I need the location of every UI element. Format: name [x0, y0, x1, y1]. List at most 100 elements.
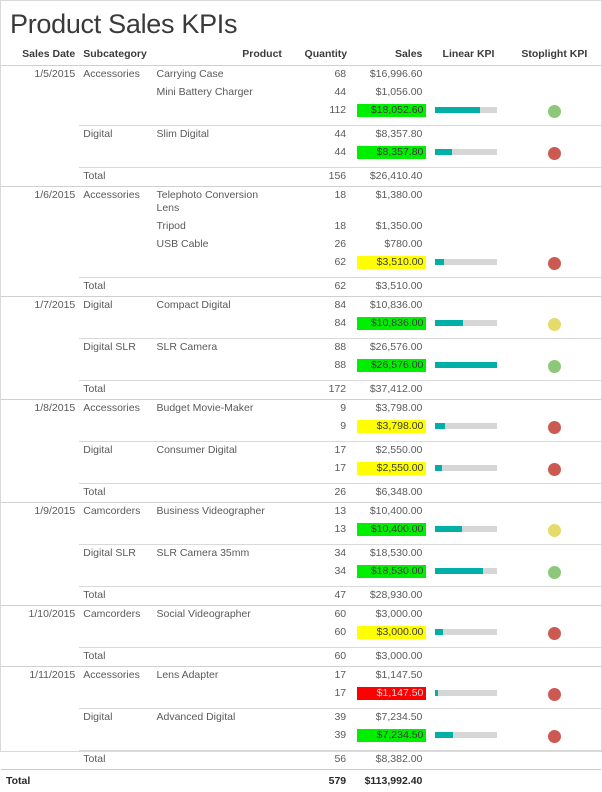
column-header-sales[interactable]: Sales [353, 45, 429, 66]
cell-product: Carrying Case [151, 66, 286, 85]
cell-stoplight-kpi [508, 84, 601, 102]
table-row[interactable]: 44 $8,357.80 [1, 144, 601, 168]
cell-product [151, 102, 286, 126]
cell-stoplight-kpi [508, 503, 601, 522]
cell-subcategory [79, 144, 151, 168]
table-row[interactable]: 9$3,798.00 [1, 418, 601, 442]
linear-kpi-bar-fill [435, 362, 497, 368]
sales-kpi-highlight: $3,510.00 [357, 256, 426, 269]
cell-quantity: 62 [287, 254, 353, 278]
cell-linear-kpi [429, 144, 507, 168]
cell-sales: $3,510.00 [353, 254, 429, 278]
cell-subcategory: Digital SLR [79, 545, 151, 564]
cell-subcategory: Accessories [79, 667, 151, 686]
cell-stoplight-kpi [508, 521, 601, 545]
grand-total-spacer-1 [151, 770, 286, 792]
cell-product: Slim Digital [151, 126, 286, 145]
cell-sales-date [1, 357, 79, 381]
cell-linear-kpi [429, 442, 507, 461]
cell-sales: $2,550.00 [353, 442, 429, 461]
cell-product: Consumer Digital [151, 442, 286, 461]
table-row[interactable]: 13$10,400.00 [1, 521, 601, 545]
cell-quantity: 26 [287, 236, 353, 254]
table-row[interactable]: 34$18,530.00 [1, 563, 601, 587]
cell-sales-date [1, 685, 79, 709]
cell-quantity: 112 [287, 102, 353, 126]
cell-linear-kpi [429, 66, 507, 85]
cell-sales: $26,576.00 [353, 339, 429, 358]
table-row[interactable]: 84$10,836.00 [1, 315, 601, 339]
column-header-stoplight-kpi[interactable]: Stoplight KPI [508, 45, 601, 66]
sales-kpi-highlight: $18,052.60 [357, 104, 426, 117]
sales-kpi-highlight: $2,550.00 [357, 462, 426, 475]
stoplight-red-icon [548, 730, 561, 743]
table-row[interactable]: 17$2,550.00 [1, 460, 601, 484]
cell-product [151, 460, 286, 484]
cell-quantity: 44 [287, 84, 353, 102]
cell-subcategory [79, 84, 151, 102]
table-row[interactable]: 88$26,576.00 [1, 357, 601, 381]
table-row[interactable]: 39$7,234.50 [1, 727, 601, 751]
stoplight-red-icon [548, 688, 561, 701]
linear-kpi-bar-fill [435, 690, 438, 696]
column-header-subcategory[interactable]: Subcategory [79, 45, 151, 66]
sales-kpi-highlight: $8,357.80 [357, 146, 426, 159]
cell-subcategory: Accessories [79, 400, 151, 419]
cell-quantity: 39 [287, 709, 353, 728]
cell-sales-date: 1/9/2015 [1, 503, 79, 522]
cell-quantity: 34 [287, 563, 353, 587]
cell-sales-date: 1/6/2015 [1, 187, 79, 219]
cell-sales: $3,000.00 [353, 648, 429, 667]
linear-kpi-bar-track [435, 690, 497, 696]
cell-sales: $7,234.50 [353, 727, 429, 751]
column-header-sales-date[interactable]: Sales Date [1, 45, 79, 66]
table-row[interactable]: 60$3,000.00 [1, 624, 601, 648]
cell-sales-date [1, 381, 79, 400]
cell-sales: $6,348.00 [353, 484, 429, 503]
table-row[interactable]: 17$1,147.50 [1, 685, 601, 709]
cell-quantity: 44 [287, 144, 353, 168]
cell-linear-kpi [429, 357, 507, 381]
cell-sales: $10,400.00 [353, 503, 429, 522]
table-row[interactable]: 112 $18,052.60 [1, 102, 601, 126]
cell-subcategory [79, 685, 151, 709]
cell-product [151, 624, 286, 648]
cell-sales: $8,357.80 [353, 144, 429, 168]
column-header-linear-kpi[interactable]: Linear KPI [429, 45, 507, 66]
linear-kpi-bar-track [435, 362, 497, 368]
cell-subcategory [79, 218, 151, 236]
cell-sales: $3,000.00 [353, 606, 429, 625]
linear-kpi-bar-fill [435, 465, 442, 471]
cell-quantity: 62 [287, 278, 353, 297]
table-row[interactable]: 62 $3,510.00 [1, 254, 601, 278]
linear-kpi-bar-fill [435, 732, 453, 738]
cell-sales-date: 1/8/2015 [1, 400, 79, 419]
column-header-quantity[interactable]: Quantity [287, 45, 353, 66]
cell-sales: $7,234.50 [353, 709, 429, 728]
cell-product: Advanced Digital [151, 709, 286, 728]
column-header-product[interactable]: Product [151, 45, 286, 66]
cell-linear-kpi [429, 484, 507, 503]
